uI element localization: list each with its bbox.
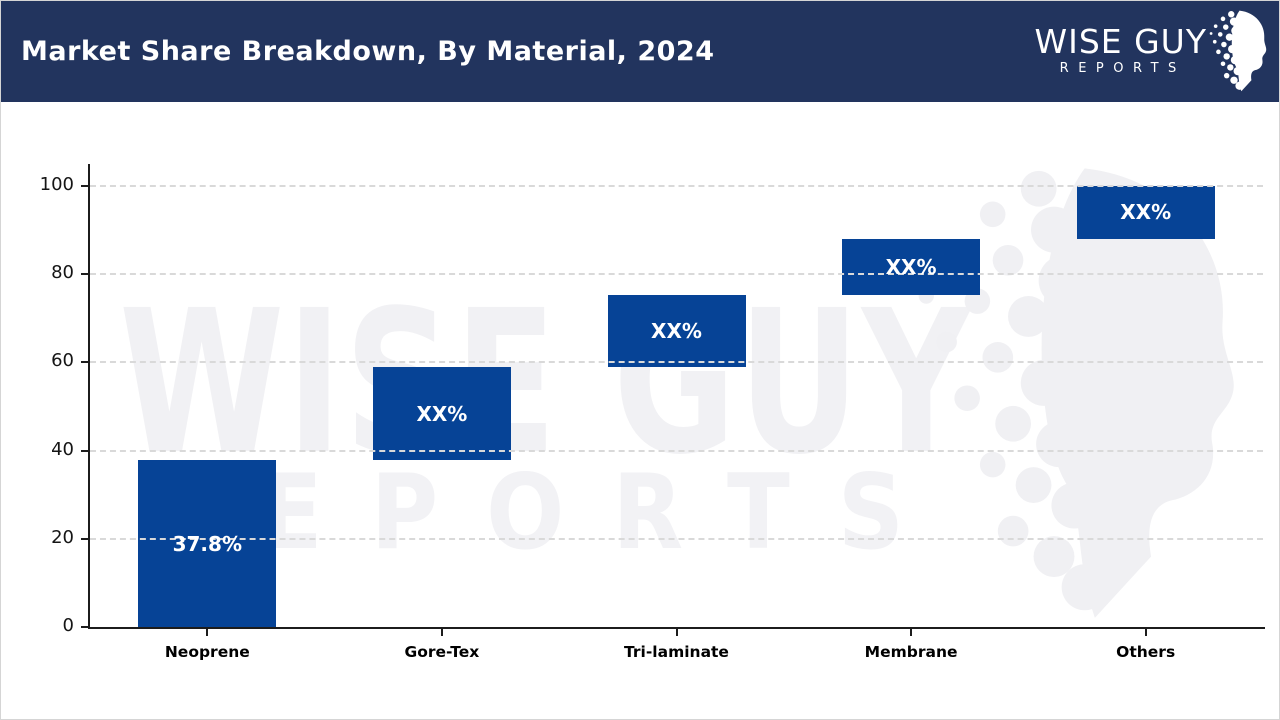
gridline-y40	[90, 449, 1263, 452]
x-tick-2	[675, 629, 678, 636]
y-tick-label-40: 40	[51, 438, 74, 460]
y-tick-label-80: 80	[51, 262, 74, 284]
y-tick-80	[81, 273, 88, 276]
bar-label-Neoprene: 37.8%	[172, 531, 242, 556]
x-tick-4	[1144, 629, 1147, 636]
y-tick-100	[81, 185, 88, 187]
y-tick-0	[81, 626, 88, 628]
bar-Tri-laminate	[607, 294, 746, 367]
x-tick-label-1: Gore-Tex	[404, 643, 480, 661]
logo-wordmark: WISE GUY	[1034, 21, 1207, 61]
y-tick-40	[81, 449, 88, 452]
gridline-y80	[90, 273, 1263, 276]
y-tick-20	[81, 537, 88, 540]
x-tick-1	[440, 629, 443, 636]
brand-logo-text: WISE GUY REPORTS	[1034, 21, 1207, 77]
x-tick-0	[206, 629, 209, 636]
gridline-y100	[90, 185, 1263, 187]
logo-face-icon	[1209, 10, 1267, 92]
x-tick-label-4: Others	[1116, 643, 1176, 661]
x-tick-label-3: Membrane	[864, 643, 958, 661]
x-tick-label-2: Tri-laminate	[624, 643, 729, 661]
y-tick-label-20: 20	[51, 526, 74, 548]
gridline-y20	[90, 537, 1263, 540]
header-bar: Market Share Breakdown, By Material, 202…	[1, 1, 1279, 102]
brand-logo: WISE GUY REPORTS	[1034, 7, 1267, 93]
bar-label-Tri-laminate: XX%	[651, 318, 702, 343]
bar-label-Gore-Tex: XX%	[416, 401, 468, 426]
logo-subtitle: REPORTS	[1059, 61, 1186, 77]
x-tick-3	[910, 629, 913, 636]
bar-Neoprene	[138, 460, 277, 627]
x-tick-label-0: Neoprene	[164, 643, 250, 661]
x-axis-line	[88, 627, 1265, 629]
y-tick-label-60: 60	[51, 350, 74, 372]
bar-Gore-Tex	[372, 366, 511, 461]
y-tick-label-0: 0	[62, 615, 74, 636]
y-tick-60	[81, 361, 88, 364]
gridline-y60	[90, 361, 1263, 364]
page-title: Market Share Breakdown, By Material, 202…	[21, 36, 715, 67]
bar-label-Membrane: XX%	[885, 254, 937, 279]
y-tick-label-100: 100	[39, 174, 74, 195]
bar-label-Others: XX%	[1120, 200, 1172, 225]
y-axis-line	[88, 164, 90, 629]
